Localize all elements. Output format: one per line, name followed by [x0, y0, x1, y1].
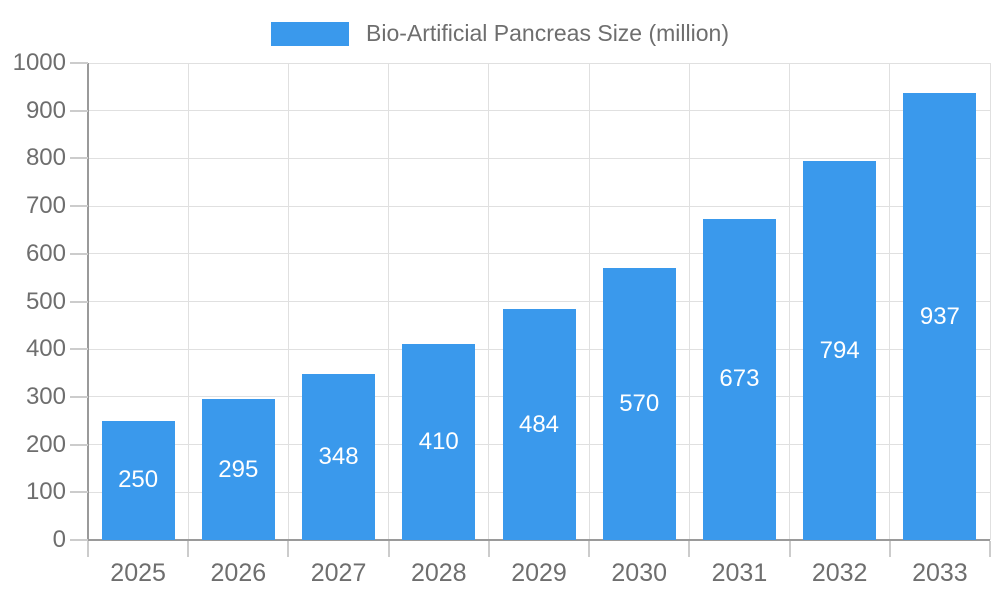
bar-value-label: 348: [318, 442, 359, 470]
x-axis-tick: [387, 541, 390, 557]
x-axis-label-2031: 2031: [711, 559, 768, 587]
x-axis-tick: [688, 541, 691, 557]
bar-2029[interactable]: 484: [502, 309, 576, 540]
bar-2032[interactable]: 794: [803, 161, 877, 540]
gridline-vertical: [789, 63, 791, 540]
y-axis-label: 800: [25, 144, 66, 172]
gridline-vertical: [287, 63, 289, 540]
gridline-vertical: [989, 63, 991, 540]
x-axis-tick: [187, 541, 190, 557]
y-axis-tick: [70, 491, 88, 494]
x-axis-label-2027: 2027: [310, 559, 367, 587]
x-axis-tick: [87, 541, 89, 557]
bar-value-label: 410: [418, 428, 459, 456]
x-axis-label-2028: 2028: [410, 559, 467, 587]
y-axis-label: 1000: [12, 49, 66, 76]
bar-2031[interactable]: 673: [702, 218, 776, 540]
bar-value-label: 794: [819, 336, 860, 364]
bar-2028[interactable]: 410: [402, 344, 476, 540]
y-axis-label: 500: [25, 287, 66, 315]
x-axis-tick: [788, 541, 791, 557]
y-axis-label: 300: [25, 382, 66, 410]
x-axis-tick: [989, 541, 991, 557]
y-axis-tick: [70, 443, 88, 446]
gridline-vertical: [588, 63, 590, 540]
x-axis-label-2033: 2033: [912, 559, 968, 587]
y-axis-tick: [70, 62, 88, 64]
y-axis-label: 0: [52, 526, 66, 553]
y-axis-line: [87, 63, 89, 540]
gridline-vertical: [889, 63, 891, 540]
bar-value-label: 570: [619, 390, 660, 418]
x-axis-label-2030: 2030: [611, 559, 668, 587]
bar-2027[interactable]: 348: [302, 374, 376, 540]
bar-value-label: 295: [218, 455, 259, 483]
gridline-horizontal: [88, 253, 990, 255]
x-axis-line: [88, 539, 990, 541]
bar-2030[interactable]: 570: [602, 268, 676, 540]
y-axis-label: 700: [25, 192, 66, 220]
y-axis-tick: [70, 539, 88, 541]
bar-2025[interactable]: 250: [101, 420, 175, 540]
x-axis-tick: [487, 541, 490, 557]
bar-2026[interactable]: 295: [201, 399, 275, 540]
y-axis-label: 600: [25, 239, 66, 267]
bar-value-label: 673: [719, 365, 760, 393]
x-axis-label-2032: 2032: [811, 559, 868, 587]
y-axis-label: 900: [25, 96, 66, 124]
y-axis-tick: [70, 157, 88, 160]
y-axis-tick: [70, 300, 88, 303]
gridline-horizontal: [88, 205, 990, 207]
y-axis-label: 200: [25, 430, 66, 458]
y-axis-tick: [70, 395, 88, 398]
y-axis-tick: [70, 348, 88, 351]
y-axis-label: 100: [25, 478, 66, 506]
x-axis-tick: [287, 541, 290, 557]
gridline-horizontal: [88, 110, 990, 112]
gridline-vertical: [187, 63, 189, 540]
y-axis-tick: [70, 252, 88, 255]
gridline-vertical: [388, 63, 390, 540]
gridline-horizontal: [88, 157, 990, 159]
y-axis-tick: [70, 205, 88, 208]
x-axis-tick: [588, 541, 591, 557]
bar-value-label: 484: [518, 410, 560, 438]
legend-label: Bio-Artificial Pancreas Size (million): [366, 20, 729, 46]
x-axis-label-2026: 2026: [210, 559, 267, 587]
x-axis-tick: [888, 541, 891, 557]
legend-swatch-icon: [271, 21, 349, 46]
y-axis-label: 400: [25, 335, 66, 363]
x-axis-label-2025: 2025: [110, 559, 166, 587]
bar-2033[interactable]: 937: [903, 93, 977, 540]
gridline-vertical: [488, 63, 490, 540]
bar-value-label: 250: [118, 466, 159, 494]
bar-value-label: 937: [919, 302, 960, 330]
y-axis-tick: [70, 109, 88, 112]
gridline-vertical: [688, 63, 690, 540]
gridline-horizontal: [88, 62, 990, 64]
legend[interactable]: Bio-Artificial Pancreas Size (million): [0, 20, 1000, 47]
x-axis-label-2029: 2029: [511, 559, 567, 587]
gridline-horizontal: [88, 301, 990, 302]
